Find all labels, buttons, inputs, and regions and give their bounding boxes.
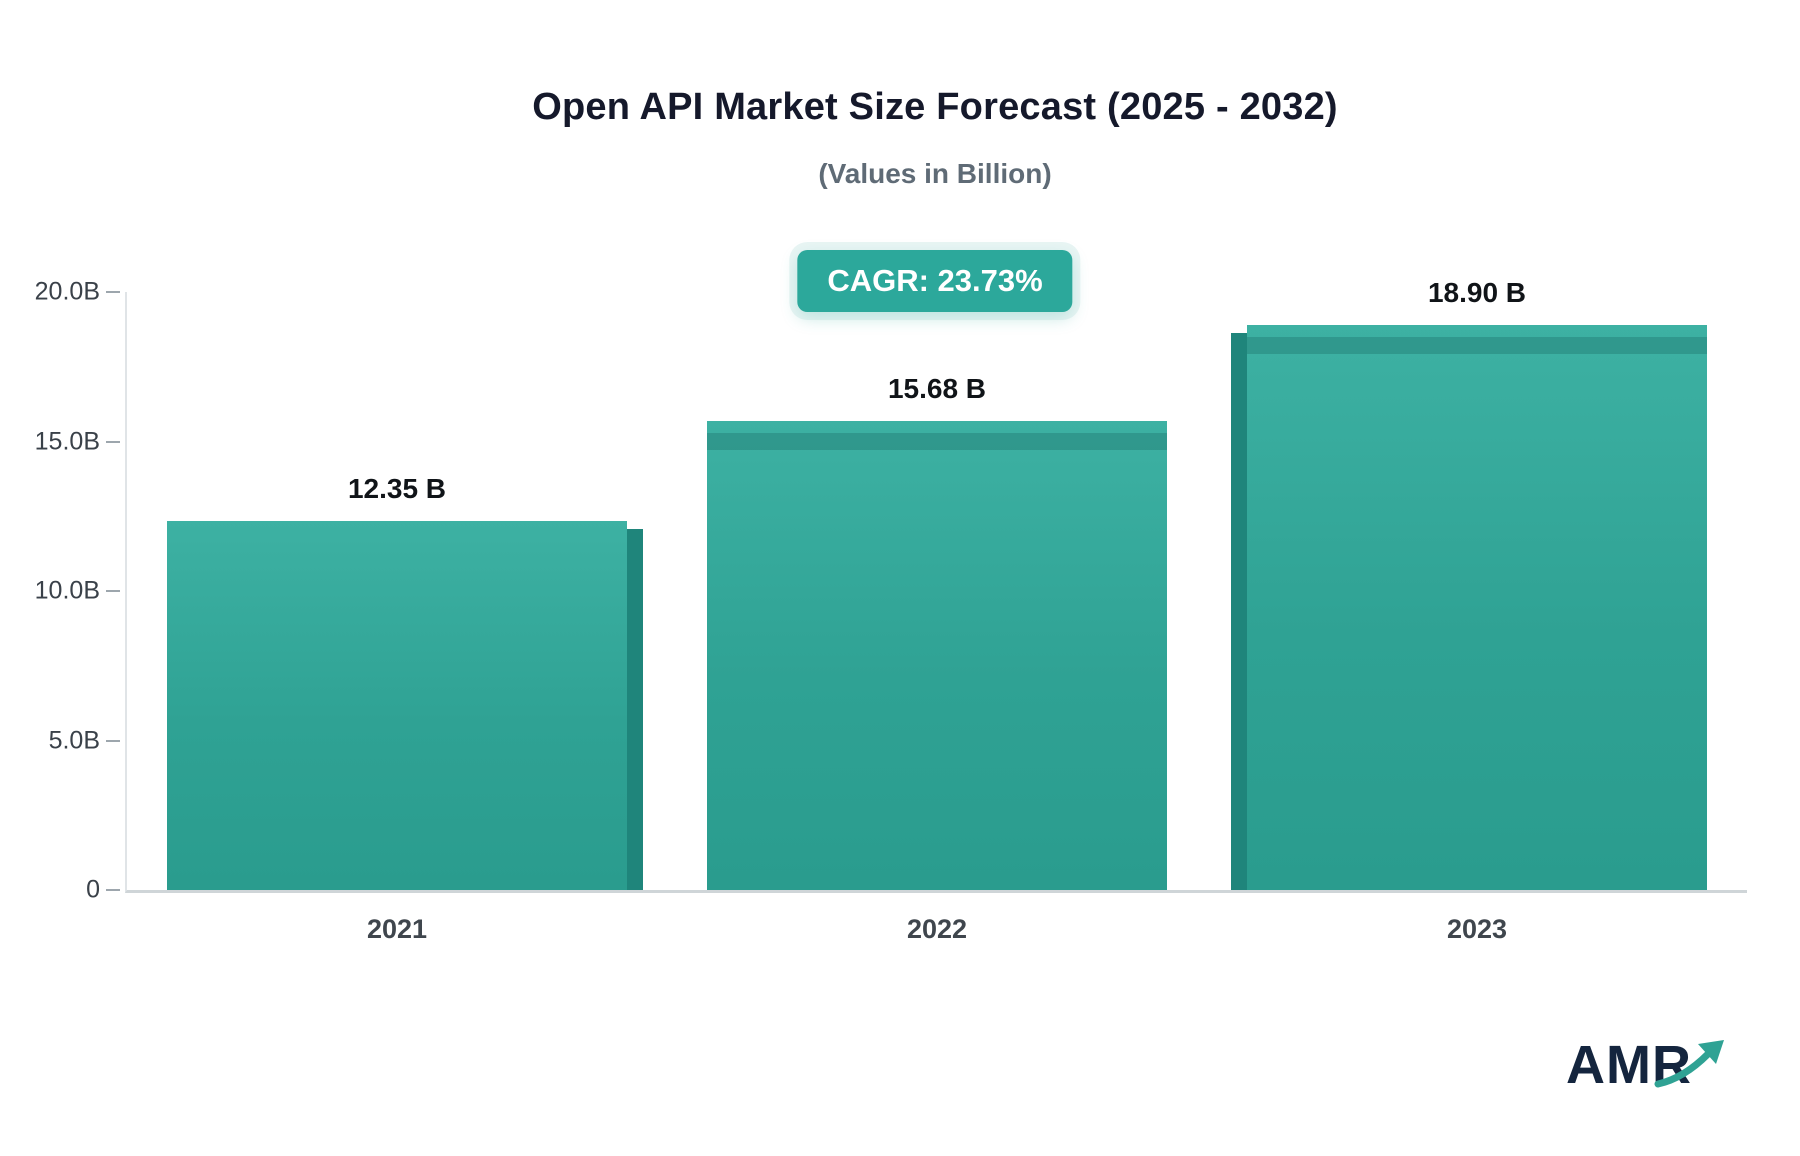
page-title: Open API Market Size Forecast (2025 - 20…: [532, 86, 1338, 128]
plot-area: 0 5.0B 10.0B 15.0B 20.0B 12.35 B 2021 15.68 B 20…: [35, 277, 1747, 944]
y-axis-tick-mark: [106, 590, 120, 592]
cagr-badge: CAGR: 23.73%: [797, 250, 1073, 312]
y-axis-tick-mark: [106, 440, 120, 443]
y-axis-tick-mark: [106, 291, 120, 293]
y-axis-tick-mark: [106, 739, 120, 742]
bar: [167, 520, 643, 890]
bar-group: 18.90 B 2023: [1207, 277, 1747, 944]
y-axis-tick-label: 10.0B: [34, 576, 100, 605]
bar: [707, 421, 1167, 890]
bar-value-label: 15.68 B: [887, 373, 987, 405]
brand-logo: AMR: [1566, 1030, 1724, 1100]
x-axis-category-label: 2022: [906, 914, 968, 944]
x-axis-category-label: 2023: [1446, 914, 1508, 944]
y-axis-tick-label: 15.0B: [34, 427, 100, 455]
bar-3d-edge: [627, 528, 643, 890]
bar: [1231, 324, 1707, 890]
bar-group: 12.35 B 2021: [127, 292, 667, 944]
bar-value-label: 18.90 B: [1427, 276, 1527, 308]
y-axis-tick-mark: [106, 889, 120, 891]
y-axis-tick-label: 20.0B: [34, 277, 100, 306]
trend-up-arrow-icon: [1654, 1040, 1724, 1088]
bar-3d-top-band: [707, 433, 1167, 451]
y-axis-tick-label: 0: [86, 875, 100, 904]
bar-value-label: 12.35 B: [347, 472, 447, 504]
brand-logo-text: AMR: [1566, 1035, 1692, 1095]
bar-3d-edge: [1231, 332, 1247, 890]
x-axis-category-label: 2021: [366, 914, 428, 944]
page-subtitle: (Values in Billion): [818, 158, 1052, 189]
y-axis-tick-label: 5.0B: [48, 726, 100, 754]
bar-3d-top-band: [1247, 336, 1707, 354]
bar-group: 15.68 B 2022: [667, 292, 1207, 944]
